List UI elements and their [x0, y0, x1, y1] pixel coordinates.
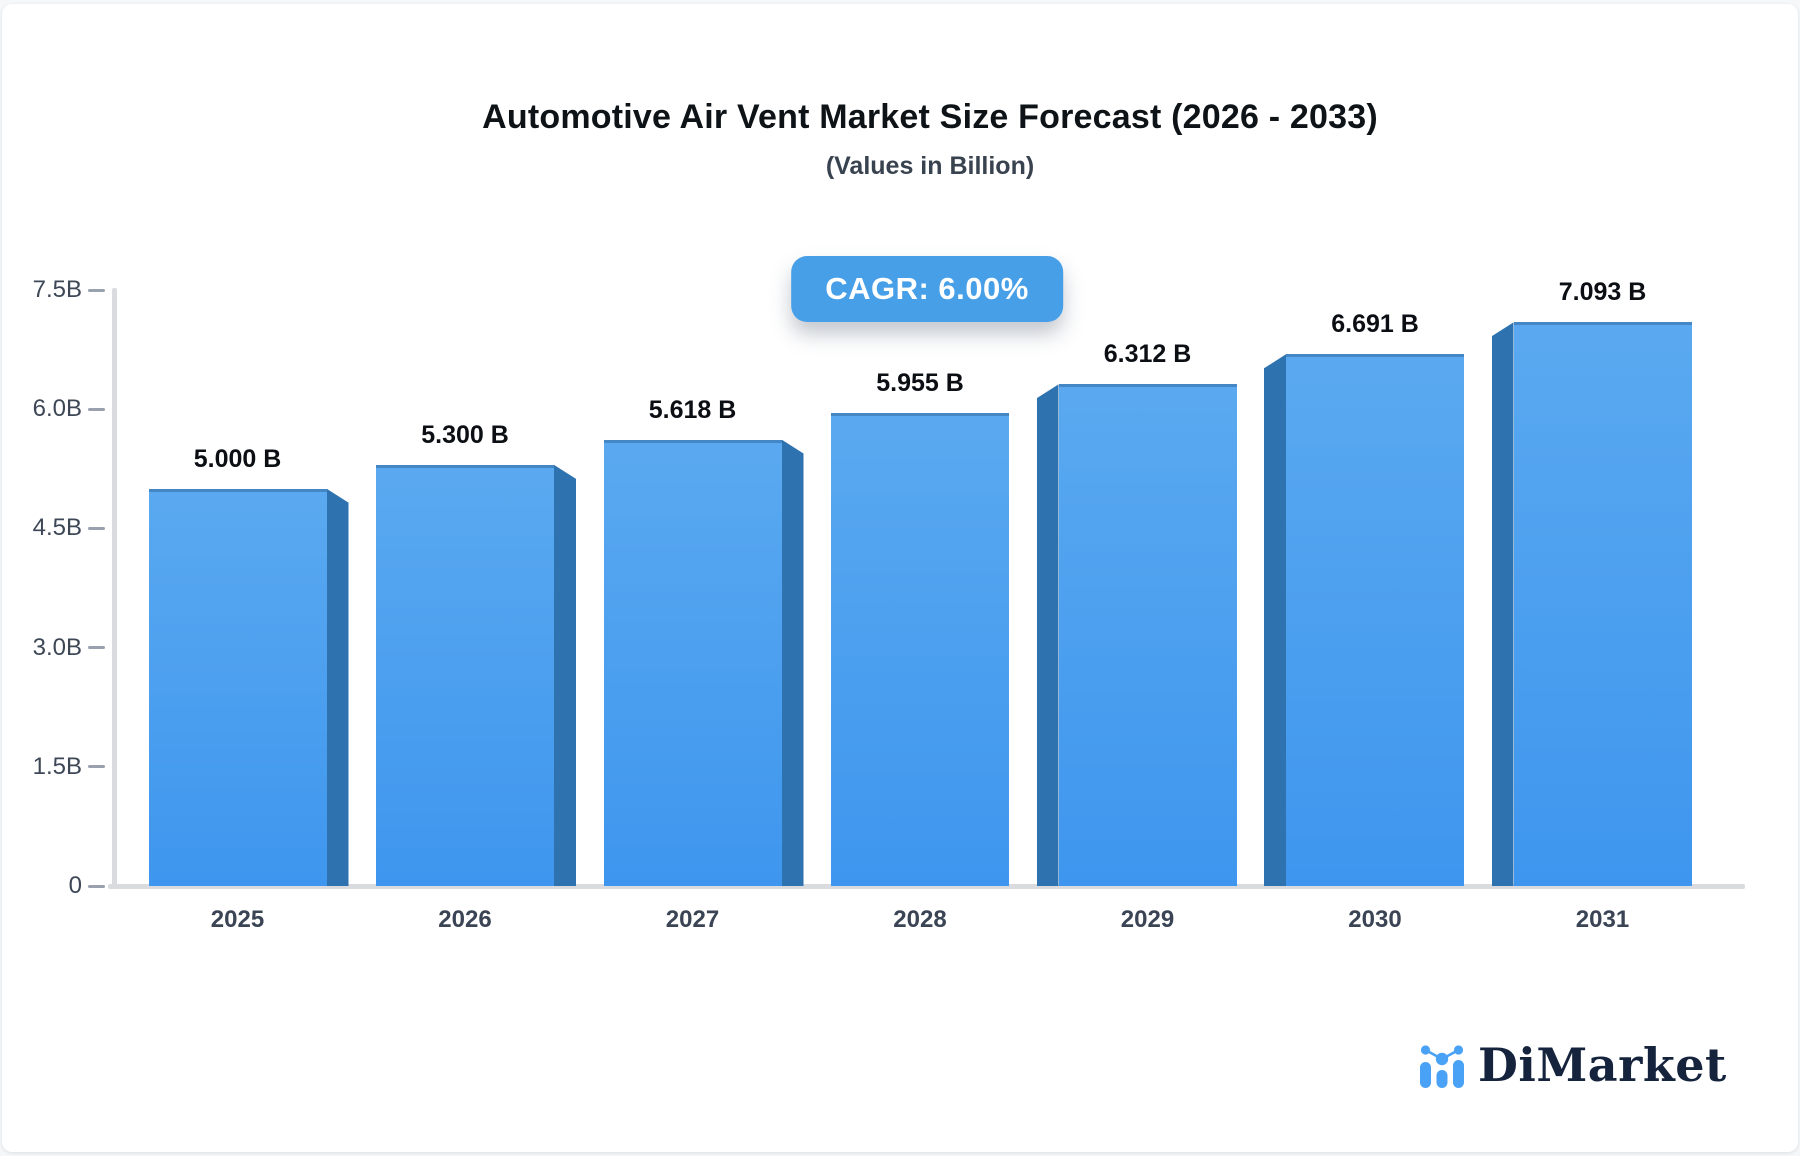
x-axis-label: 2031	[1575, 906, 1630, 933]
bar-side-face-2026	[554, 464, 576, 886]
bar-value-label: 5.300 B	[421, 420, 509, 449]
bar-side-face-2027	[781, 439, 804, 886]
y-axis-tick-mark	[88, 288, 105, 292]
bar-value-label: 6.691 B	[1331, 310, 1419, 339]
x-axis-label: 2030	[1348, 906, 1402, 933]
y-axis-tick-label: 1.5B	[32, 752, 82, 780]
bar-2028	[831, 412, 1009, 886]
bar-side-face-2025	[326, 488, 349, 886]
x-axis-label: 2029	[1120, 906, 1175, 933]
y-axis-tick-label: 6.0B	[32, 395, 82, 423]
y-axis-tick-label: 7.5B	[32, 276, 82, 303]
y-axis-tick-label: 4.5B	[32, 514, 82, 542]
bar-side-face-2031	[1491, 322, 1514, 886]
bar-value-label: 7.093 B	[1558, 278, 1647, 307]
bar-value-label: 5.000 B	[193, 444, 282, 473]
bar-2025	[148, 488, 327, 886]
x-axis-line	[108, 884, 1745, 889]
y-axis-tick-label: 3.0B	[32, 633, 82, 661]
y-axis-tick-mark	[88, 526, 105, 530]
cagr-badge: CAGR: 6.00%	[791, 256, 1063, 322]
bar-value-label: 5.618 B	[648, 395, 737, 424]
bar-side-face-2030	[1264, 354, 1286, 886]
brand-logo: DiMarket	[1418, 1038, 1727, 1092]
y-axis-tick-mark	[88, 646, 105, 650]
bar-2031	[1513, 322, 1692, 886]
x-axis-label: 2026	[438, 906, 492, 933]
y-axis-tick-mark	[88, 407, 105, 411]
bar-value-label: 5.955 B	[876, 368, 964, 397]
brand-name: DiMarket	[1478, 1038, 1727, 1092]
bar-2029	[1058, 384, 1237, 886]
bar-value-label: 6.312 B	[1103, 340, 1192, 369]
bar-chart-trendline-icon	[1420, 1045, 1464, 1088]
bar-2026	[376, 464, 554, 886]
y-axis-line	[112, 288, 117, 889]
y-axis-tick-mark	[88, 884, 105, 888]
page-title: Automotive Air Vent Market Size Forecast…	[482, 98, 1378, 136]
x-axis-label: 2028	[893, 906, 947, 933]
bar-side-face-2029	[1036, 384, 1059, 886]
x-axis-label: 2025	[210, 906, 265, 933]
bar-2030	[1286, 354, 1464, 886]
x-axis-label: 2027	[665, 906, 720, 933]
y-axis-tick-mark	[88, 765, 105, 769]
bar-2027	[603, 439, 782, 886]
page-subtitle: (Values in Billion)	[825, 152, 1035, 180]
y-axis-tick-label: 0	[68, 872, 82, 899]
